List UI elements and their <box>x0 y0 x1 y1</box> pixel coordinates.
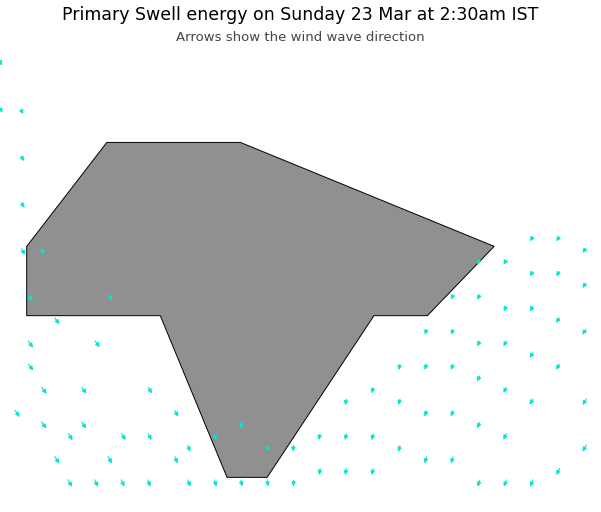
Text: Arrows show the wind wave direction: Arrows show the wind wave direction <box>176 31 425 44</box>
Text: Primary Swell energy on Sunday 23 Mar at 2:30am IST: Primary Swell energy on Sunday 23 Mar at… <box>63 6 538 24</box>
Polygon shape <box>26 142 494 477</box>
